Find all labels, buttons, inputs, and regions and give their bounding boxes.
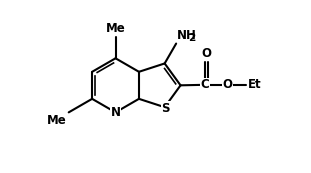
Text: Me: Me xyxy=(106,22,125,35)
Text: N: N xyxy=(110,106,121,119)
Text: O: O xyxy=(202,47,211,60)
Text: S: S xyxy=(162,102,170,115)
Text: Me: Me xyxy=(47,114,66,127)
Text: O: O xyxy=(223,78,233,91)
Text: C: C xyxy=(201,78,209,91)
Text: Et: Et xyxy=(248,78,262,91)
Text: 2: 2 xyxy=(188,33,196,43)
Text: NH: NH xyxy=(177,29,197,42)
